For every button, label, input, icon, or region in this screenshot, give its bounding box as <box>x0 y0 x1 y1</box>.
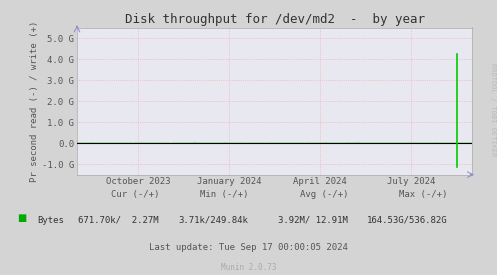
Text: Min (-/+): Min (-/+) <box>200 190 248 199</box>
Text: Max (-/+): Max (-/+) <box>399 190 447 199</box>
Text: RRDTOOL / TOBI OETIKER: RRDTOOL / TOBI OETIKER <box>490 63 496 157</box>
Text: 3.92M/ 12.91M: 3.92M/ 12.91M <box>278 216 348 225</box>
Text: Bytes: Bytes <box>37 216 64 225</box>
Text: Last update: Tue Sep 17 00:00:05 2024: Last update: Tue Sep 17 00:00:05 2024 <box>149 243 348 252</box>
Text: ■: ■ <box>17 213 27 223</box>
Text: 3.71k/249.84k: 3.71k/249.84k <box>178 216 248 225</box>
Text: 164.53G/536.82G: 164.53G/536.82G <box>367 216 447 225</box>
Text: Munin 2.0.73: Munin 2.0.73 <box>221 263 276 271</box>
Title: Disk throughput for /dev/md2  -  by year: Disk throughput for /dev/md2 - by year <box>125 13 424 26</box>
Text: Cur (-/+): Cur (-/+) <box>111 190 159 199</box>
Text: 671.70k/  2.27M: 671.70k/ 2.27M <box>79 216 159 225</box>
Text: Avg (-/+): Avg (-/+) <box>300 190 348 199</box>
Y-axis label: Pr second read (-) / write (+): Pr second read (-) / write (+) <box>30 20 39 182</box>
